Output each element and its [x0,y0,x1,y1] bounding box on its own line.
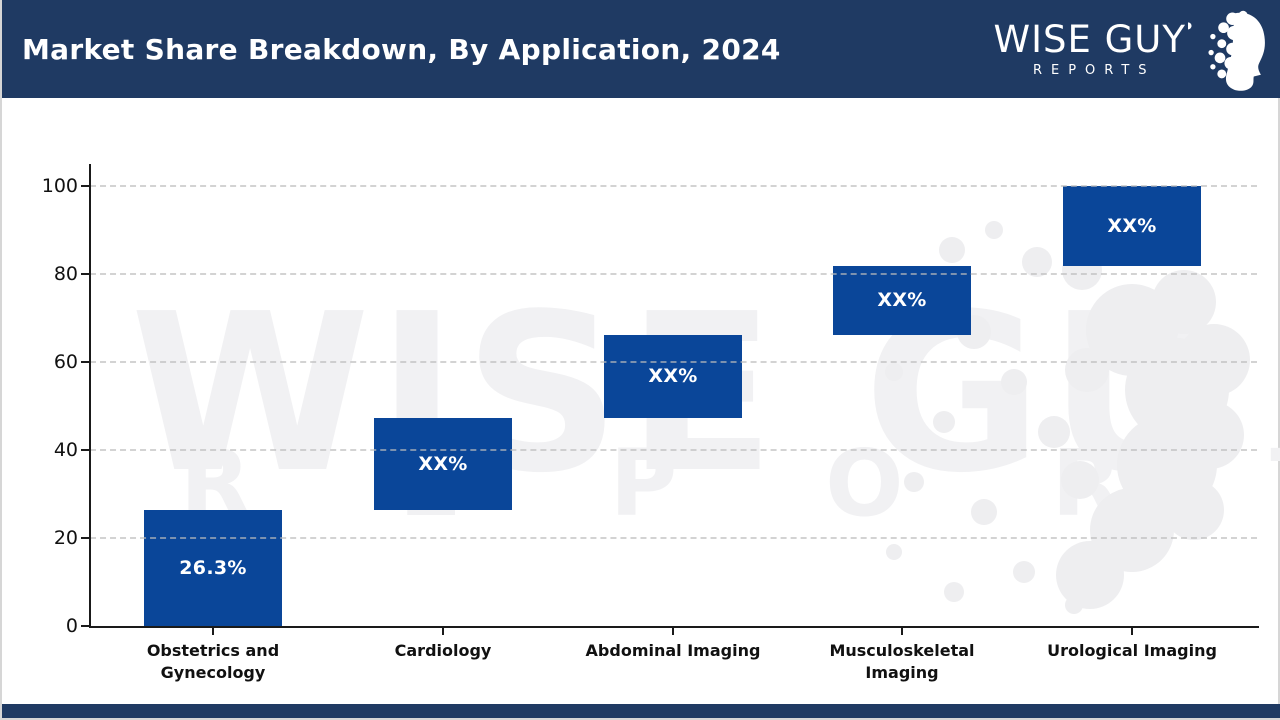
y-axis-tick-label: 0 [65,615,78,637]
footer-bar [2,704,1280,718]
y-axis-tick [81,625,89,627]
y-axis-tick [81,273,89,275]
bar-value-label: XX% [648,365,698,388]
gridline [90,537,1257,539]
brand-subname: REPORTS [1032,63,1156,78]
waterfall-bar: 26.3% [144,510,282,626]
y-axis-tick [81,449,89,451]
gridline [90,449,1257,451]
waterfall-bar: XX% [1063,186,1201,267]
chart-title: Market Share Breakdown, By Application, … [22,32,781,66]
x-axis-category-label: Urological Imaging [1047,641,1217,660]
header-bar: Market Share Breakdown, By Application, … [2,0,1280,98]
x-axis-category-label: Abdominal Imaging [585,641,761,660]
waterfall-bar: XX% [374,417,512,511]
y-axis-tick-label: 20 [53,527,78,549]
gridline [90,361,1257,363]
x-axis-line [89,626,1259,628]
y-axis-tick [81,537,89,539]
y-axis-tick-label: 80 [53,263,78,285]
x-axis-category-label: Musculoskeletal Imaging [829,641,975,682]
y-axis-tick-label: 40 [53,439,78,461]
x-axis-tick [442,628,444,635]
brand-name: WISE GUY [993,18,1186,61]
brand-face-icon [1188,10,1265,91]
gridline [90,273,1257,275]
bar-value-label: XX% [418,453,468,476]
waterfall-bar: XX% [833,266,971,335]
bar-value-label: XX% [877,289,927,312]
bar-value-label: XX% [1107,215,1157,238]
x-axis-tick [212,628,214,635]
x-axis-tick [1131,628,1133,635]
brand-logo-text: WISE GUY REPORTS [994,21,1186,77]
x-axis-category-label: Obstetrics and Gynecology [146,641,280,682]
y-axis-tick [81,361,89,363]
x-axis-category-label: Cardiology [394,641,492,660]
gridline [90,185,1257,187]
y-axis-tick-label: 100 [41,175,78,197]
y-axis-tick-label: 60 [53,351,78,373]
x-axis-tick [901,628,903,635]
x-axis-tick [672,628,674,635]
bar-value-label: 26.3% [179,557,247,580]
waterfall-bar: XX% [604,334,742,418]
y-axis-line [89,164,91,628]
y-axis-tick [81,185,89,187]
brand-logo: WISE GUY REPORTS [994,6,1280,92]
